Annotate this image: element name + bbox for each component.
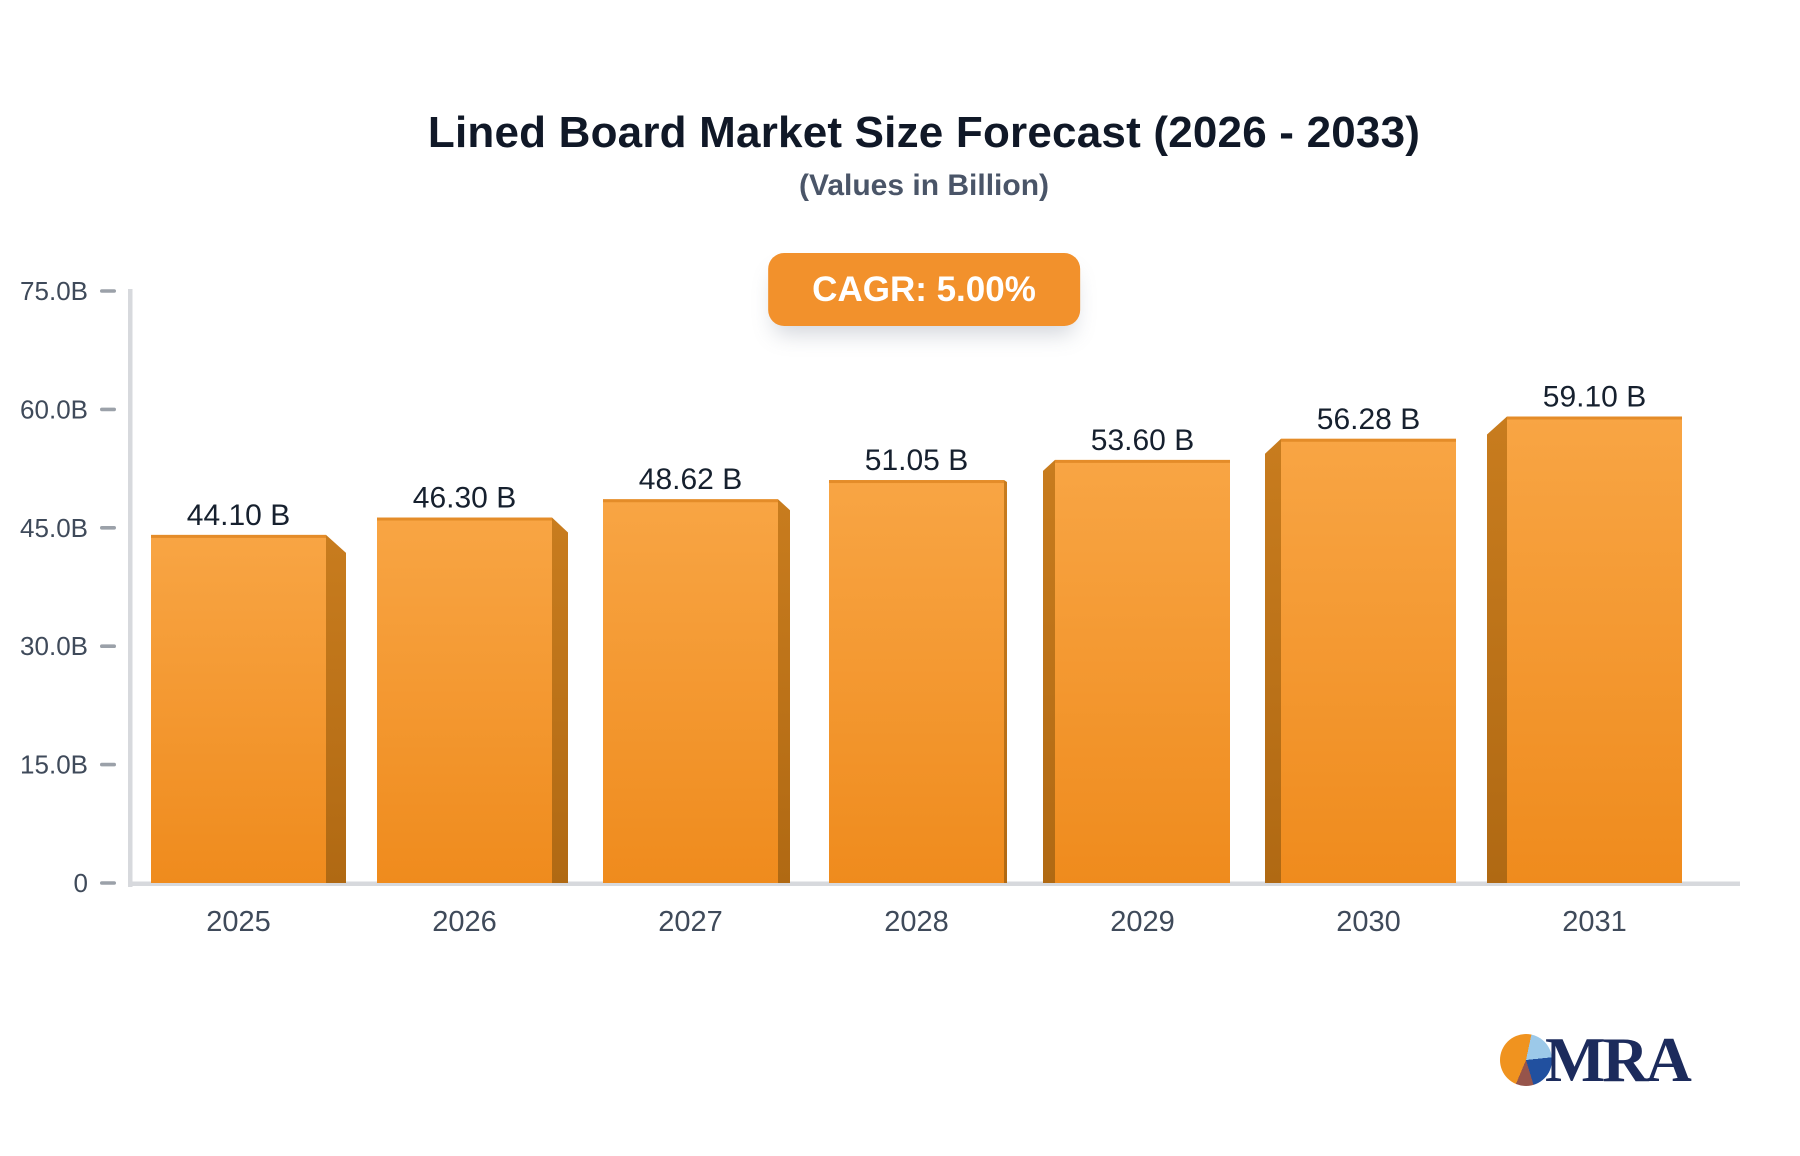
y-axis-tick-mark	[100, 762, 116, 767]
bar-top-edge	[603, 499, 778, 503]
x-axis-label: 2027	[658, 906, 723, 938]
bar-side-face	[552, 517, 568, 883]
bar	[1055, 459, 1230, 883]
bar-top-edge	[377, 517, 552, 521]
bar-value-label: 51.05 B	[865, 444, 968, 477]
y-axis-tick-mark	[100, 407, 116, 412]
bar	[829, 480, 1004, 883]
bar-value-label: 59.10 B	[1543, 381, 1646, 414]
bar-value-label: 44.10 B	[187, 499, 290, 532]
bar-side-face	[1487, 416, 1507, 883]
y-axis-tick-mark	[100, 881, 116, 885]
brand-name: MRA	[1545, 1024, 1692, 1095]
bar-value-label: 48.62 B	[639, 463, 742, 496]
bar-top-edge	[1281, 438, 1456, 442]
bar-side-face	[1265, 438, 1281, 883]
brand-logo: MRA	[1500, 1024, 1692, 1095]
bar-value-label: 56.28 B	[1317, 403, 1420, 436]
bar	[377, 517, 552, 883]
bar	[151, 534, 326, 883]
chart-title: Lined Board Market Size Forecast (2026 -…	[427, 108, 1421, 157]
pie-chart-logo-icon	[1500, 1034, 1552, 1086]
bar-value-label: 46.30 B	[413, 482, 516, 515]
y-axis-tick-label: 75.0B	[20, 276, 88, 306]
chart-header: Lined Board Market Size Forecast (2026 -…	[0, 108, 1800, 204]
bar-top-edge	[151, 534, 326, 538]
bar-top-edge	[1055, 459, 1230, 463]
x-axis-label: 2030	[1336, 906, 1401, 938]
x-axis-label: 2028	[884, 906, 949, 938]
y-axis-tick-mark	[100, 526, 116, 530]
x-axis-label: 2025	[206, 906, 271, 938]
chart-subtitle: (Values in Billion)	[798, 169, 1050, 202]
y-axis-tick-label: 0	[74, 868, 88, 898]
x-axis-line	[128, 881, 1740, 886]
bar-top-edge	[1507, 416, 1682, 420]
bar-side-face	[1004, 480, 1007, 883]
y-axis-tick-label: 45.0B	[20, 513, 88, 543]
bar-side-face	[326, 534, 346, 883]
y-axis-tick-mark	[100, 289, 116, 293]
bar	[603, 499, 778, 883]
x-axis-label: 2029	[1110, 906, 1175, 938]
y-axis-tick-label: 15.0B	[20, 750, 88, 780]
cagr-badge: CAGR: 5.00%	[768, 253, 1080, 326]
y-axis-tick-label: 60.0B	[20, 394, 88, 424]
y-axis-tick-mark	[100, 644, 116, 648]
y-axis-tick-label: 30.0B	[20, 631, 88, 661]
bar	[1281, 438, 1456, 883]
bar-top-edge	[829, 480, 1004, 484]
x-axis-label: 2026	[432, 906, 497, 938]
bar-value-label: 53.60 B	[1091, 424, 1194, 457]
bar	[1507, 416, 1682, 883]
bar-side-face	[778, 499, 790, 883]
y-axis-line	[128, 289, 133, 887]
bar-side-face	[1043, 459, 1055, 883]
x-axis-label: 2031	[1562, 906, 1627, 938]
